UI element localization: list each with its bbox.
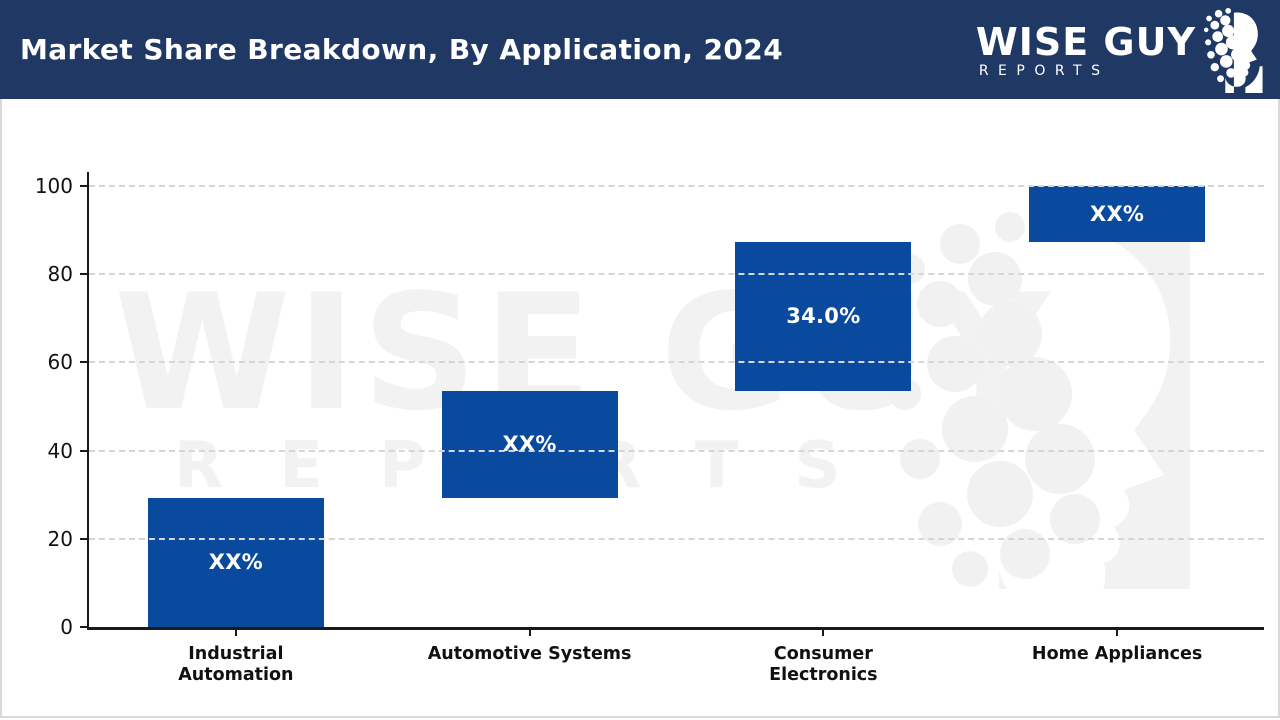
bar-value-label: XX% — [502, 432, 557, 457]
y-tick-mark — [80, 626, 87, 628]
gridline-40 — [89, 449, 1264, 452]
plot-area: XX% XX% 34.0% XX% 0 20 40 60 80 100 Industrial A… — [35, 172, 1264, 685]
x-tick-mark — [528, 628, 531, 636]
y-tick-mark — [80, 537, 87, 540]
y-tick-label: 80 — [47, 262, 73, 287]
bar-segment-4: XX% — [1029, 186, 1206, 242]
y-tick-mark — [80, 449, 87, 452]
y-tick-label: 40 — [47, 438, 73, 463]
x-category-label: Home Appliances — [1031, 644, 1203, 664]
x-tick-mark — [822, 628, 825, 636]
gridline-20 — [89, 537, 1264, 540]
page-title: Market Share Breakdown, By Application, … — [20, 33, 784, 66]
y-tick-label: 100 — [34, 174, 73, 198]
y-axis-line — [87, 172, 89, 630]
bar-segment-1: XX% — [147, 497, 324, 627]
y-tick-mark — [80, 361, 87, 364]
bar-value-label: XX% — [208, 550, 264, 575]
x-tick-mark — [234, 628, 237, 636]
gridline-60 — [89, 361, 1264, 364]
logo-head-icon — [1203, 7, 1263, 93]
bar-segment-2: XX% — [441, 391, 618, 498]
x-axis-line — [87, 627, 1264, 630]
chart-canvas: WISE GUY REPORTS — [0, 99, 1280, 718]
gridline-80 — [89, 273, 1264, 276]
logo-wordmark: WISE GUY — [975, 19, 1196, 64]
logo-subtext: REPORTS — [978, 62, 1110, 79]
x-tick-mark — [1116, 628, 1119, 636]
y-tick-label: 20 — [47, 526, 73, 551]
y-tick-label: 0 — [60, 615, 73, 639]
bar-segment-3: 34.0% — [735, 241, 912, 392]
logo-text: WISE GUY REPORTS — [976, 22, 1196, 79]
bar-value-label: 34.0% — [786, 304, 861, 329]
y-tick-label: 60 — [47, 350, 73, 375]
gridline-100 — [89, 185, 1264, 187]
x-category-label: Automotive Systems — [427, 644, 632, 664]
y-tick-mark — [80, 273, 87, 276]
x-category-label: Consumer Electronics — [769, 644, 878, 685]
bar-value-label: XX% — [1089, 201, 1145, 226]
x-category-label: Industrial Automation — [178, 644, 294, 685]
wise-guy-reports-logo: WISE GUY REPORTS — [976, 4, 1264, 96]
header-banner: Market Share Breakdown, By Application, … — [0, 0, 1280, 99]
y-tick-mark — [80, 185, 87, 187]
